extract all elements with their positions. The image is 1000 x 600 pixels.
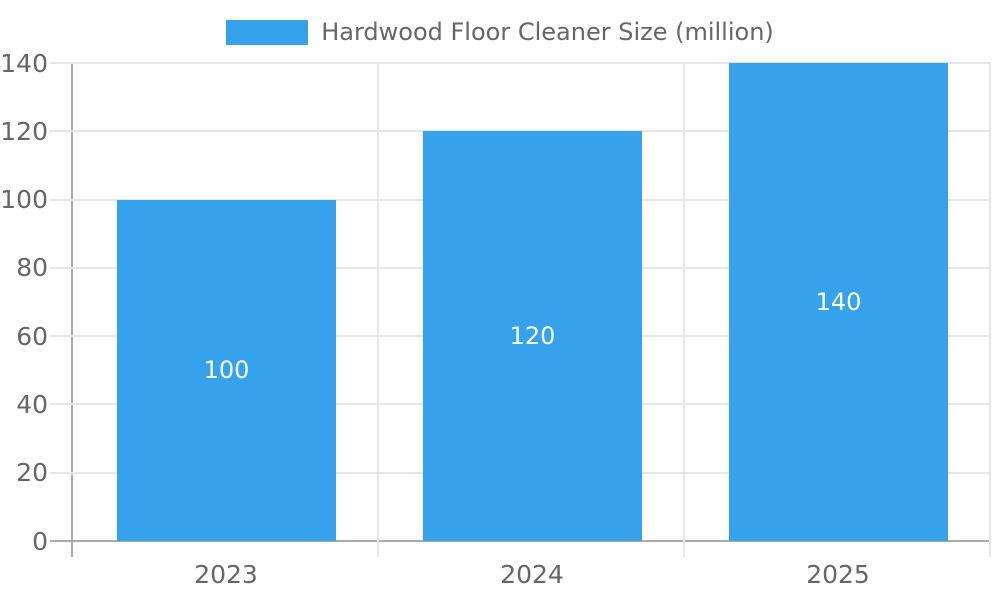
y-axis-tick xyxy=(50,540,73,542)
y-tick-label: 140 xyxy=(0,48,48,78)
gridline-horizontal xyxy=(73,62,991,64)
gridline-vertical xyxy=(989,63,991,541)
x-axis-tick xyxy=(377,541,379,557)
bar-value-label: 120 xyxy=(509,322,556,351)
x-tick-label: 2023 xyxy=(194,560,258,589)
bar: 120 xyxy=(423,131,642,541)
bar-value-label: 100 xyxy=(203,356,250,385)
y-axis-tick xyxy=(50,403,73,406)
y-axis-tick xyxy=(50,266,73,269)
x-axis-line xyxy=(57,540,991,542)
bar-value-label: 140 xyxy=(815,288,862,316)
gridline-vertical xyxy=(377,63,379,541)
y-tick-label: 20 xyxy=(16,458,48,488)
y-tick-label: 0 xyxy=(32,526,48,556)
y-tick-label: 120 xyxy=(0,116,48,146)
y-axis-line xyxy=(71,63,73,557)
y-axis-tick xyxy=(50,130,73,133)
x-axis-tick xyxy=(683,541,685,557)
y-axis-tick xyxy=(50,335,73,338)
y-tick-label: 40 xyxy=(16,389,48,419)
y-tick-label: 100 xyxy=(0,185,48,215)
y-tick-label: 60 xyxy=(16,321,48,351)
y-axis-tick xyxy=(50,471,73,474)
bar: 100 xyxy=(117,199,336,541)
legend-color-swatch xyxy=(226,20,309,45)
x-axis-tick xyxy=(989,541,991,557)
y-axis-tick xyxy=(50,198,73,201)
legend-item[interactable]: Hardwood Floor Cleaner Size (million) xyxy=(0,20,1000,45)
y-tick-label: 80 xyxy=(16,253,48,283)
plot-area: 0 20 40 60 80 100 120 140 100 2023 120 2024 140 2025 xyxy=(0,51,991,589)
y-axis-tick xyxy=(50,62,73,64)
legend-label: Hardwood Floor Cleaner Size (million) xyxy=(321,18,774,46)
x-tick-label: 2024 xyxy=(500,560,564,589)
gridline-vertical xyxy=(683,63,685,541)
bar: 140 xyxy=(729,63,948,541)
x-tick-label: 2025 xyxy=(806,560,870,589)
